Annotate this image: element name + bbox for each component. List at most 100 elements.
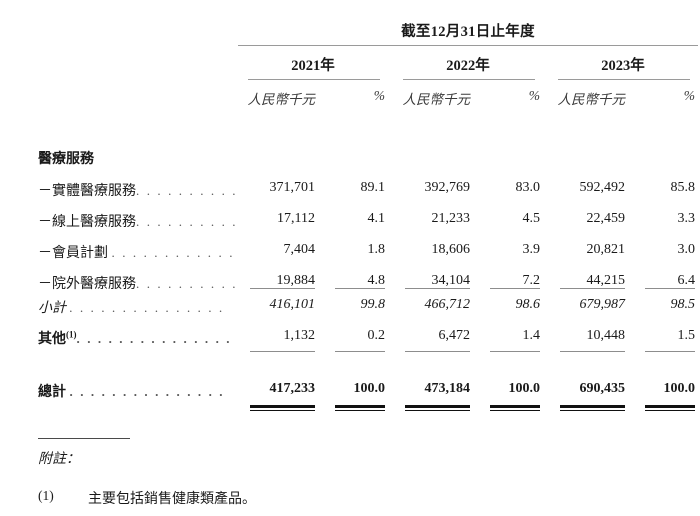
- total-double-rule-amount-2023: [560, 405, 625, 411]
- total-double-rule-amount-2021: [250, 405, 315, 411]
- subtotal-amount-2021: 416,101: [269, 297, 316, 312]
- unit-header-amount-2021: 人民幣千元: [247, 92, 316, 107]
- others-amount-2021: 1,132: [283, 328, 316, 343]
- subtotal-rule-amount-2022: [405, 288, 470, 289]
- cell-amount-2022: 21,233: [431, 211, 471, 226]
- others-percent-2022: 1.4: [522, 328, 541, 343]
- others-percent-2023: 1.5: [677, 328, 696, 343]
- leader-dots: . . . . . . . . . . . . . . .: [76, 331, 232, 346]
- period-header: 截至12月31日止年度: [401, 24, 535, 40]
- cell-percent-2022: 83.0: [515, 180, 541, 195]
- total-rule-percent-2022: [490, 351, 540, 352]
- cell-percent-2023: 85.8: [670, 180, 696, 195]
- others-amount-2023: 10,448: [586, 328, 626, 343]
- unit-header-amount-2023: 人民幣千元: [557, 92, 626, 107]
- cell-amount-2023: 22,459: [586, 211, 626, 226]
- cell-percent-2023: 3.3: [677, 211, 696, 226]
- cell-percent-2022: 4.5: [522, 211, 541, 226]
- leader-dots: . . . . . . . . . .: [136, 276, 238, 291]
- row-label-physical-medical-services: －實體醫療服務. . . . . . . . . .: [38, 183, 238, 199]
- leader-dots: . . . . . . . . . . . . . . .: [69, 300, 225, 315]
- row-label-others: 其他(1). . . . . . . . . . . . . . .: [38, 329, 232, 347]
- cell-amount-2023: 20,821: [586, 242, 626, 257]
- total-double-rule-percent-2022: [490, 405, 540, 411]
- year-rule-2022: [403, 79, 535, 80]
- total-percent-2022: 100.0: [508, 381, 541, 396]
- subtotal-percent-2023: 98.5: [670, 297, 696, 312]
- cell-amount-2022: 34,104: [431, 273, 471, 288]
- subtotal-rule-percent-2021: [335, 288, 385, 289]
- table-row: －線上醫療服務. . . . . . . . . . 17,112 4.1 21…: [0, 211, 700, 235]
- total-double-rule-percent-2021: [335, 405, 385, 411]
- cell-amount-2021: 7,404: [283, 242, 316, 257]
- total-double-rule-amount-2022: [405, 405, 470, 411]
- cell-amount-2021: 19,884: [276, 273, 316, 288]
- total-percent-2023: 100.0: [663, 381, 696, 396]
- footnote-separator-rule: [38, 438, 130, 439]
- year-header-2023: 2023年: [601, 58, 645, 74]
- year-rule-2023: [558, 79, 690, 80]
- header-top-rule: [238, 45, 698, 46]
- subtotal-rule-amount-2023: [560, 288, 625, 289]
- row-label-online-medical-services: －線上醫療服務. . . . . . . . . .: [38, 214, 238, 230]
- subtotal-row: 小計 . . . . . . . . . . . . . . . 416,101…: [0, 297, 700, 321]
- year-header-2022: 2022年: [446, 58, 490, 74]
- cell-percent-2021: 4.1: [367, 211, 386, 226]
- footnote-text: 主要包括銷售健康類產品。: [88, 492, 256, 507]
- row-label-membership-program: －會員計劃 . . . . . . . . . . . .: [38, 245, 235, 261]
- subtotal-rule-amount-2021: [250, 288, 315, 289]
- cell-amount-2021: 371,701: [269, 180, 316, 195]
- subtotal-amount-2022: 466,712: [424, 297, 471, 312]
- section-title-medical-services: 醫療服務: [38, 152, 94, 167]
- table-row: －實體醫療服務. . . . . . . . . . 371,701 89.1 …: [0, 180, 700, 204]
- unit-header-percent-2022: %: [528, 88, 540, 103]
- cell-amount-2023: 592,492: [579, 180, 626, 195]
- total-rule-amount-2023: [560, 351, 625, 352]
- total-amount-2021: 417,233: [269, 381, 316, 396]
- row-label-out-of-hospital-medical-services: －院外醫療服務. . . . . . . . . .: [38, 276, 238, 292]
- cell-percent-2021: 89.1: [360, 180, 386, 195]
- total-rule-amount-2021: [250, 351, 315, 352]
- total-rule-percent-2023: [645, 351, 695, 352]
- leader-dots: . . . . . . . . . . . . . . .: [69, 384, 225, 399]
- cell-amount-2023: 44,215: [586, 273, 626, 288]
- subtotal-percent-2022: 98.6: [515, 297, 541, 312]
- cell-percent-2022: 3.9: [522, 242, 541, 257]
- year-header-2021: 2021年: [291, 58, 335, 74]
- cell-percent-2021: 1.8: [367, 242, 386, 257]
- total-rule-percent-2021: [335, 351, 385, 352]
- year-rule-2021: [248, 79, 380, 80]
- subtotal-percent-2021: 99.8: [360, 297, 386, 312]
- cell-percent-2023: 6.4: [677, 273, 696, 288]
- footnote-number: (1): [38, 488, 54, 503]
- unit-header-percent-2023: %: [683, 88, 695, 103]
- cell-percent-2022: 7.2: [522, 273, 541, 288]
- total-row: 總計 . . . . . . . . . . . . . . . 417,233…: [0, 381, 700, 405]
- cell-percent-2023: 3.0: [677, 242, 696, 257]
- cell-amount-2022: 18,606: [431, 242, 471, 257]
- table-row: －會員計劃 . . . . . . . . . . . . 7,404 1.8 …: [0, 242, 700, 266]
- subtotal-rule-percent-2023: [645, 288, 695, 289]
- others-percent-2021: 0.2: [367, 328, 386, 343]
- row-label-total: 總計 . . . . . . . . . . . . . . .: [38, 384, 225, 400]
- unit-header-percent-2021: %: [373, 88, 385, 103]
- subtotal-amount-2023: 679,987: [579, 297, 626, 312]
- year-header-row: 2021年 2022年 2023年: [238, 54, 698, 76]
- others-amount-2022: 6,472: [438, 328, 471, 343]
- subtotal-rule-percent-2022: [490, 288, 540, 289]
- footnote-marker: (1): [66, 329, 77, 340]
- total-amount-2023: 690,435: [579, 381, 626, 396]
- unit-header-row: 人民幣千元 % 人民幣千元 % 人民幣千元 %: [0, 88, 700, 110]
- unit-header-amount-2022: 人民幣千元: [402, 92, 471, 107]
- leader-dots: . . . . . . . . . .: [136, 214, 238, 229]
- cell-percent-2021: 4.8: [367, 273, 386, 288]
- leader-dots: . . . . . . . . . . . .: [111, 245, 235, 260]
- row-label-subtotal: 小計 . . . . . . . . . . . . . . .: [38, 300, 225, 316]
- total-percent-2021: 100.0: [353, 381, 386, 396]
- cell-amount-2021: 17,112: [277, 211, 315, 226]
- leader-dots: . . . . . . . . . .: [136, 183, 238, 198]
- others-row: 其他(1). . . . . . . . . . . . . . . 1,132…: [0, 328, 700, 352]
- cell-amount-2022: 392,769: [424, 180, 471, 195]
- total-amount-2022: 473,184: [424, 381, 471, 396]
